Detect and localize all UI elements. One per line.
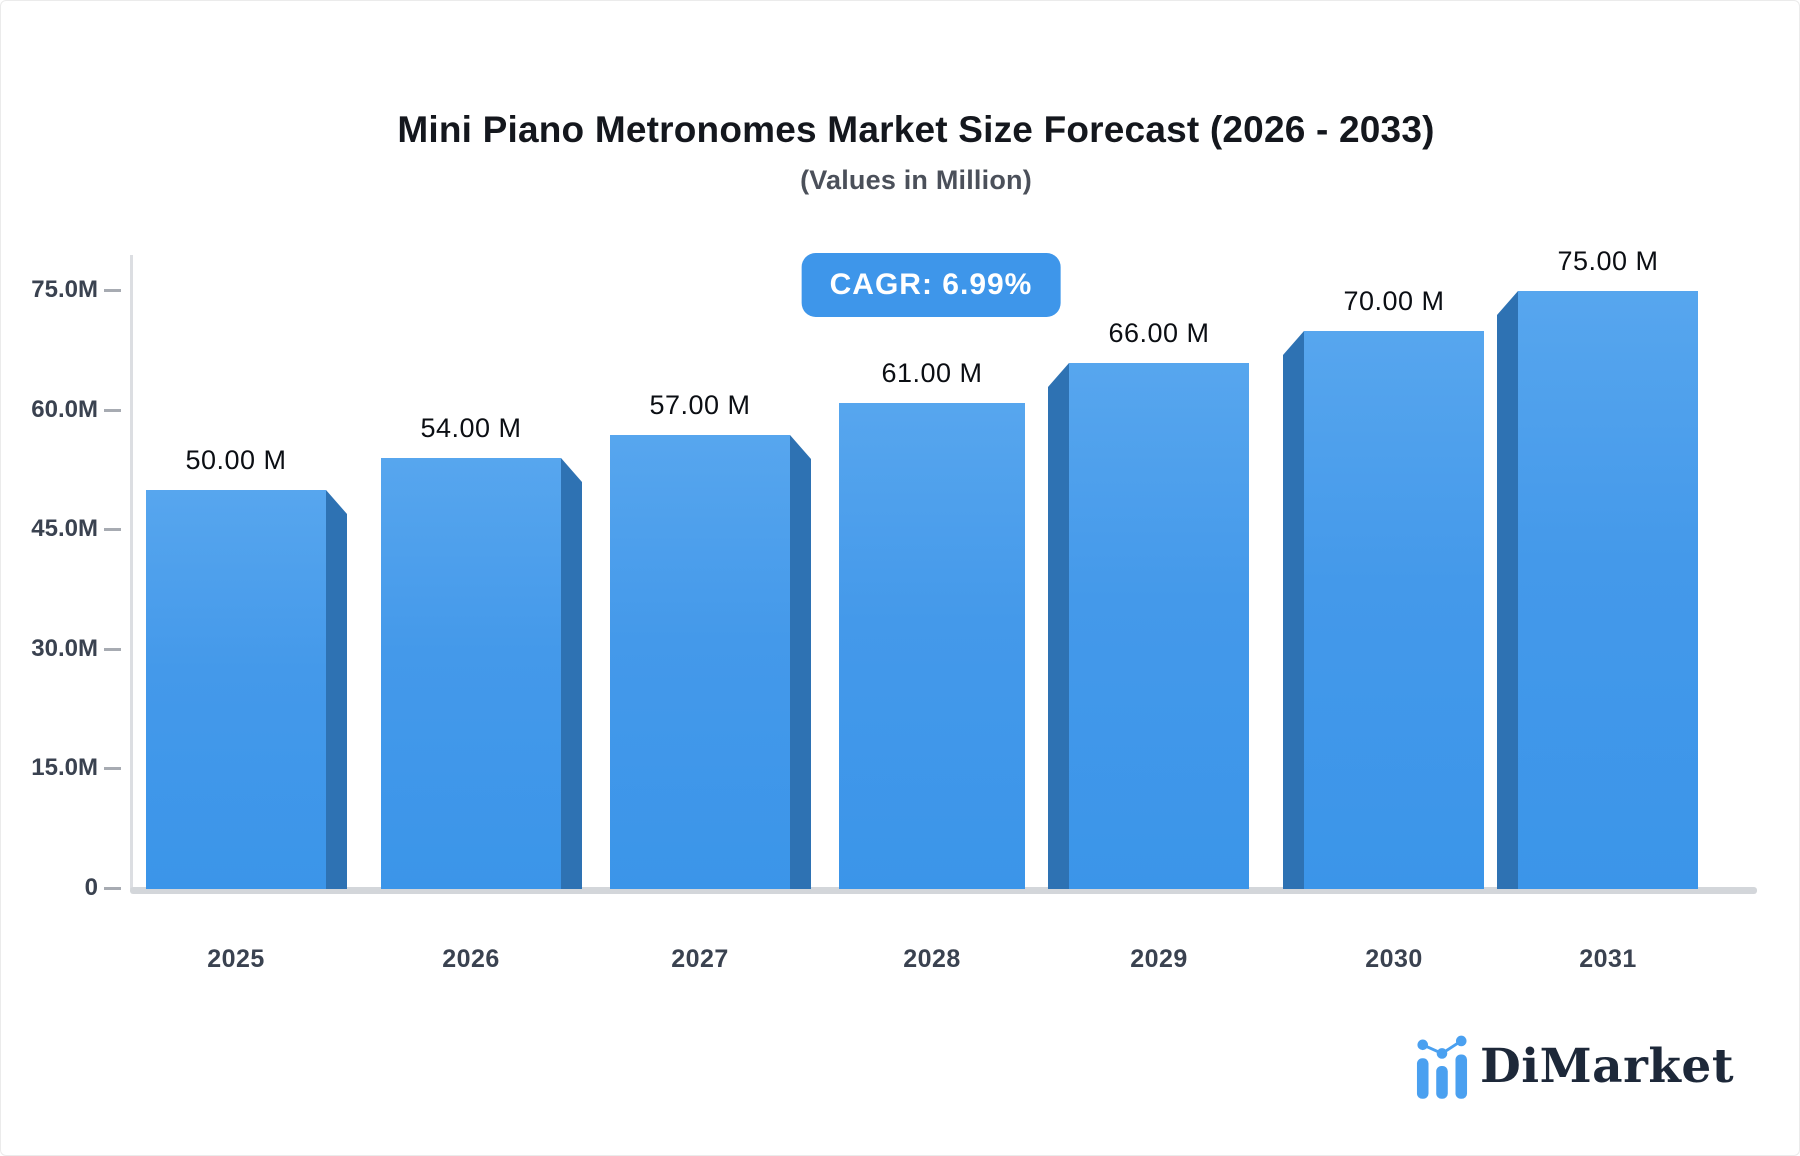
x-axis-label-2030: 2030	[1365, 945, 1423, 973]
bar-side-shadow	[1283, 331, 1304, 889]
bar-side-shadow	[561, 458, 582, 889]
x-axis-label-2026: 2026	[442, 945, 500, 973]
y-axis-line	[130, 255, 133, 889]
y-axis-tick-label: 60.0M	[31, 396, 98, 423]
brand-name: DiMarket	[1480, 1038, 1735, 1094]
bar-side-shadow	[326, 490, 347, 889]
y-axis-tick-label: 75.0M	[31, 276, 98, 303]
bar-side-shadow	[790, 435, 811, 889]
cagr-badge: CAGR: 6.99%	[801, 253, 1061, 317]
bar-2030	[1304, 331, 1484, 889]
bar-2027	[610, 435, 790, 889]
x-axis-label-2025: 2025	[207, 945, 265, 973]
y-axis-tick-mark	[104, 887, 121, 890]
bar-side-shadow	[1497, 291, 1518, 889]
x-axis-baseline	[130, 887, 1757, 894]
brand-logo: DiMarket	[1416, 1033, 1734, 1099]
chart-title: Mini Piano Metronomes Market Size Foreca…	[397, 109, 1435, 150]
y-axis-tick-mark	[104, 648, 121, 651]
x-axis-label-2027: 2027	[671, 945, 729, 973]
bar-2028	[839, 403, 1025, 889]
bar-side-shadow	[1048, 363, 1069, 889]
x-axis-label-2028: 2028	[903, 945, 961, 973]
chart-header: Mini Piano Metronomes Market Size Foreca…	[31, 1, 1799, 196]
bar-2026	[381, 458, 561, 889]
bar-value-label: 75.00 M	[1557, 246, 1659, 276]
y-axis-tick-label: 0	[84, 874, 98, 901]
x-axis-label-2029: 2029	[1130, 945, 1188, 973]
bar-2029	[1069, 363, 1249, 889]
bar-value-label: 50.00 M	[185, 445, 287, 475]
y-axis-tick-mark	[104, 528, 121, 531]
bar-2025	[146, 490, 326, 889]
bar-value-label: 54.00 M	[420, 413, 522, 443]
y-axis-tick-label: 15.0M	[31, 754, 98, 781]
chart-subtitle: (Values in Million)	[800, 165, 1032, 195]
bar-2031	[1518, 291, 1698, 889]
y-axis-tick-mark	[104, 767, 121, 770]
bar-value-label: 61.00 M	[881, 358, 983, 388]
y-axis-tick-mark	[104, 289, 121, 292]
y-axis-tick-mark	[104, 409, 121, 412]
y-axis-tick-label: 30.0M	[31, 635, 98, 662]
dimarket-logo-icon	[1416, 1035, 1468, 1099]
bar-value-label: 66.00 M	[1108, 318, 1210, 348]
x-axis-label-2031: 2031	[1579, 945, 1637, 973]
y-axis-tick-label: 45.0M	[31, 515, 98, 542]
bar-value-label: 57.00 M	[649, 390, 751, 420]
bar-value-label: 70.00 M	[1343, 286, 1445, 316]
